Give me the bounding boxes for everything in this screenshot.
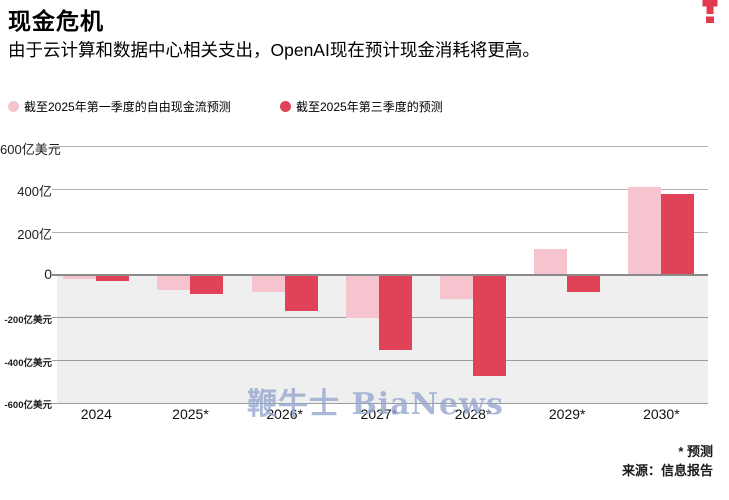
bar-2024-q3 xyxy=(96,275,130,282)
bar-2025-q1 xyxy=(157,275,191,290)
forecast-footnote: * 预测 xyxy=(678,444,713,459)
grid-line-200 xyxy=(52,231,708,233)
y-tick-label-600: 600亿美元 xyxy=(0,141,61,157)
bar-2027-q1 xyxy=(345,275,379,318)
legend-dot-red-icon xyxy=(280,101,291,112)
legend-label: 截至2025年第三季度的预测 xyxy=(296,100,443,114)
x-tick-label-2027: 2027* xyxy=(360,406,398,422)
y-tick-label-0: 0 xyxy=(44,266,52,282)
legend-item-q1-forecast: 截至2025年第一季度的自由现金流预测 xyxy=(8,98,231,115)
grid-line--400 xyxy=(52,360,708,362)
bar-2026-q3 xyxy=(284,275,318,312)
y-tick-label-200: 200亿 xyxy=(17,227,52,243)
x-tick-label-2030: 2030* xyxy=(643,406,680,422)
bar-2026-q1 xyxy=(251,275,285,293)
x-tick-label-2026: 2026* xyxy=(266,406,303,422)
x-tick-label-2025: 2025* xyxy=(172,406,209,422)
source-credit: 来源：信息报告 xyxy=(621,463,713,478)
bar-2028-q1 xyxy=(440,275,474,299)
watermark: 鞭牛士 BiaNews xyxy=(247,387,504,422)
the-information-t-logo-icon xyxy=(702,0,718,23)
bar-2028-q3 xyxy=(473,275,507,376)
y-tick-label-400: 400亿 xyxy=(17,184,52,200)
y-tick-label--600: -600亿美元 xyxy=(4,400,52,412)
x-tick-label-2024: 2024 xyxy=(80,406,112,422)
legend-item-q3-forecast: 截至2025年第三季度的预测 xyxy=(280,98,443,115)
legend-dot-pink-icon xyxy=(8,101,19,112)
x-tick-label-2029: 2029* xyxy=(548,406,586,422)
grid-line--600 xyxy=(52,402,708,404)
bar-2029-q3 xyxy=(567,275,601,293)
grid-line-600 xyxy=(52,146,708,148)
bar-2024-q1 xyxy=(63,275,97,280)
y-tick-label--400: -400亿美元 xyxy=(4,357,52,369)
bar-2025-q3 xyxy=(190,275,224,295)
bar-2030-q1 xyxy=(628,187,662,275)
bar-2029-q1 xyxy=(534,249,568,275)
grid-line-0 xyxy=(52,274,708,276)
page-title: 现金危机 xyxy=(8,8,104,34)
page-subtitle: 由于云计算和数据中心相关支出，OpenAI现在预计现金消耗将更高。 xyxy=(8,40,540,60)
grid-line-400 xyxy=(52,188,708,190)
bar-2030-q3 xyxy=(661,193,695,275)
y-tick-label--200: -200亿美元 xyxy=(4,314,52,326)
legend-label: 截至2025年第一季度的自由现金流预测 xyxy=(24,100,231,114)
bar-2027-q3 xyxy=(378,275,412,350)
x-tick-label-2028: 2028* xyxy=(454,406,492,422)
